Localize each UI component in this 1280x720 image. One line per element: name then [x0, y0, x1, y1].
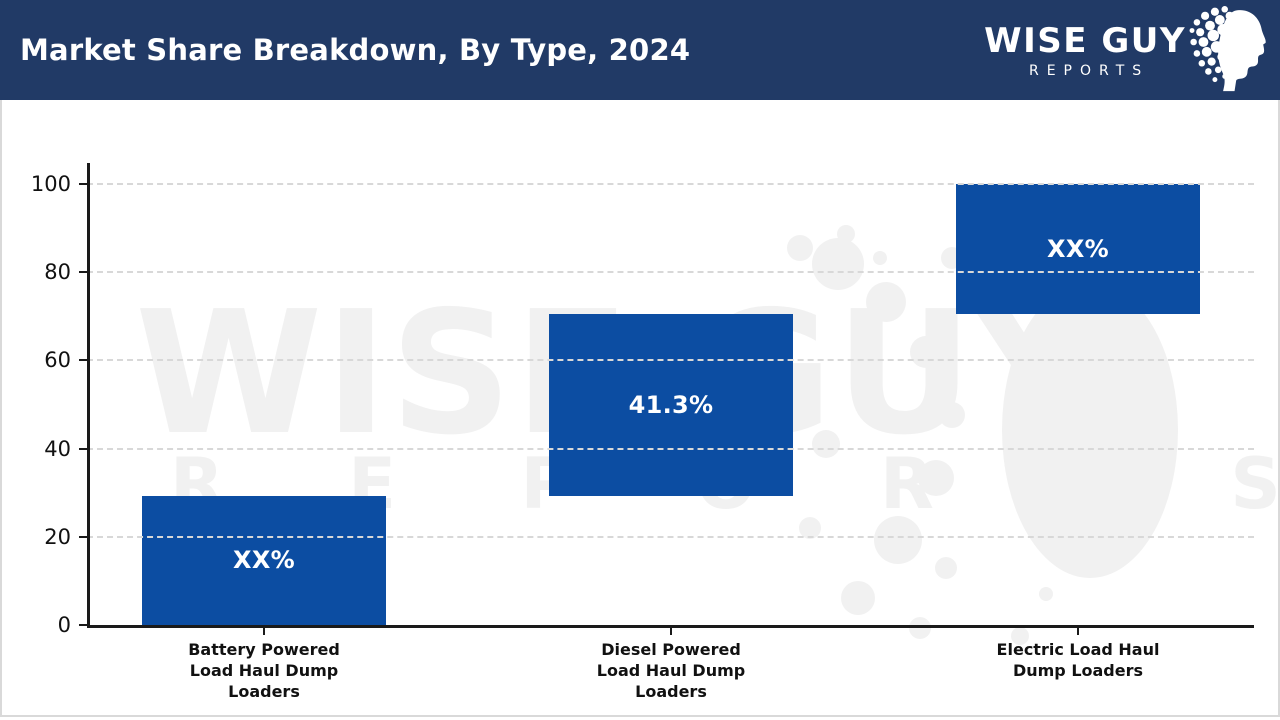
y-tick-label: 20 [44, 524, 71, 549]
y-tick-label: 40 [44, 436, 71, 461]
category-label-line: Electric Load Haul [996, 640, 1160, 659]
gridline [87, 271, 1254, 274]
y-tick-mark [79, 447, 87, 450]
y-tick-mark [79, 624, 87, 626]
y-tick-mark [79, 183, 87, 185]
logo-wordmark: WISE GUY [984, 20, 1186, 61]
gridline [87, 535, 1254, 538]
bar-value-label: 41.3% [628, 390, 714, 419]
category-label-line: Load Haul Dump [596, 661, 746, 680]
page-border-bottom [0, 715, 1280, 717]
y-tick-label: 100 [30, 172, 71, 196]
x-tick-mark [263, 627, 265, 635]
category-label: Electric Load Haul Dump Loaders [908, 639, 1248, 681]
header: Market Share Breakdown, By Type, 2024 WI… [0, 0, 1280, 100]
head-profile-icon [1189, 6, 1266, 92]
y-axis [87, 163, 90, 625]
chart-title: Market Share Breakdown, By Type, 2024 [20, 33, 691, 67]
page-border-right [1278, 100, 1280, 716]
bar: XX% [956, 184, 1200, 314]
y-tick-label: 0 [57, 613, 71, 637]
category-label-line: Dump Loaders [1012, 661, 1144, 680]
category-label: Battery Powered Load Haul Dump Loaders [94, 639, 434, 702]
category-label-line: Loaders [228, 682, 300, 701]
bar: XX% [142, 495, 386, 625]
gridline [87, 447, 1254, 450]
gridline [87, 183, 1254, 185]
category-label-line: Load Haul Dump [189, 661, 339, 680]
bar-value-label: XX% [233, 546, 295, 575]
category-label-line: Loaders [635, 682, 707, 701]
y-tick-mark [79, 271, 87, 274]
y-tick-label: 80 [44, 260, 71, 285]
x-tick-mark [670, 627, 672, 635]
y-tick-mark [79, 359, 87, 362]
y-tick-label: 60 [44, 348, 71, 373]
logo-subtitle: REPORTS [1028, 62, 1150, 79]
logo-text: WISE GUY REPORTS [984, 24, 1186, 79]
gridline [87, 359, 1254, 362]
category-label-line: Diesel Powered [601, 640, 741, 659]
y-tick-mark [79, 535, 87, 538]
page-border-left [0, 100, 2, 716]
x-tick-mark [1077, 627, 1079, 635]
wise-guy-reports-logo: WISE GUY REPORTS [984, 5, 1270, 97]
x-axis [87, 625, 1254, 628]
category-label: Diesel Powered Load Haul Dump Loaders [501, 639, 841, 702]
bar-value-label: XX% [1047, 234, 1109, 263]
bar: 41.3% [549, 313, 793, 496]
category-label-line: Battery Powered [188, 640, 340, 659]
